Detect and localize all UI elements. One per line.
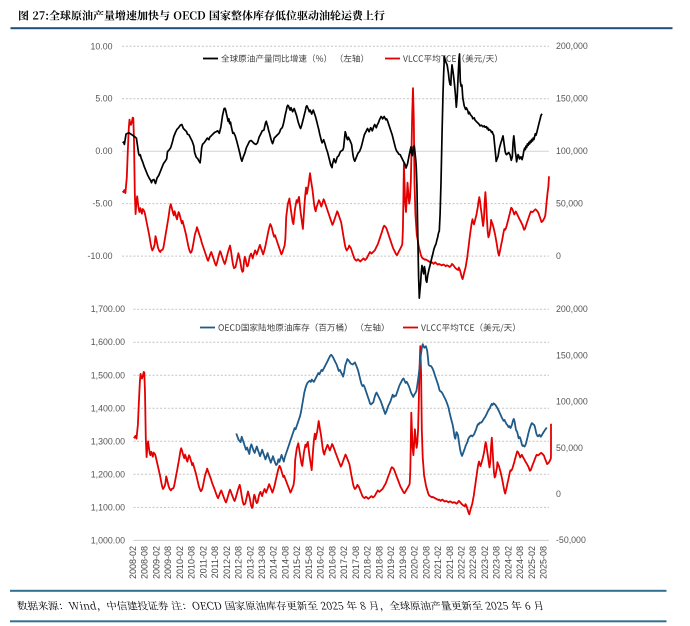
svg-text:1,700.00: 1,700.00 bbox=[91, 304, 125, 314]
svg-text:2024-02: 2024-02 bbox=[504, 546, 514, 579]
svg-text:1,100.00: 1,100.00 bbox=[91, 502, 125, 512]
svg-text:2022-02: 2022-02 bbox=[457, 546, 467, 579]
svg-text:2023-02: 2023-02 bbox=[480, 546, 490, 579]
svg-text:1,000.00: 1,000.00 bbox=[91, 535, 125, 545]
svg-text:200,000: 200,000 bbox=[556, 41, 588, 51]
svg-text:1,300.00: 1,300.00 bbox=[91, 436, 125, 446]
svg-text:2021-02: 2021-02 bbox=[433, 546, 443, 579]
svg-text:2008-02: 2008-02 bbox=[128, 546, 138, 579]
svg-text:2015-08: 2015-08 bbox=[304, 546, 314, 579]
svg-text:-10.00: -10.00 bbox=[88, 251, 113, 261]
svg-text:2019-08: 2019-08 bbox=[398, 546, 408, 579]
svg-text:50,000: 50,000 bbox=[556, 199, 583, 209]
svg-text:-50,000: -50,000 bbox=[556, 535, 586, 545]
svg-text:2018-02: 2018-02 bbox=[363, 546, 373, 579]
svg-text:2023-08: 2023-08 bbox=[492, 546, 502, 579]
svg-text:200,000: 200,000 bbox=[556, 304, 588, 314]
svg-text:50,000: 50,000 bbox=[556, 443, 583, 453]
svg-text:2015-02: 2015-02 bbox=[292, 546, 302, 579]
svg-text:2013-02: 2013-02 bbox=[245, 546, 255, 579]
svg-text:1,600.00: 1,600.00 bbox=[91, 337, 125, 347]
svg-text:150,000: 150,000 bbox=[556, 94, 588, 104]
svg-text:2011-02: 2011-02 bbox=[198, 546, 208, 578]
svg-text:2017-02: 2017-02 bbox=[339, 546, 349, 579]
svg-text:0.00: 0.00 bbox=[95, 146, 112, 156]
svg-text:0: 0 bbox=[556, 489, 561, 499]
svg-text:2009-02: 2009-02 bbox=[151, 546, 161, 579]
svg-text:2020-08: 2020-08 bbox=[421, 546, 431, 579]
svg-text:2017-08: 2017-08 bbox=[351, 546, 361, 579]
svg-text:-5.00: -5.00 bbox=[92, 199, 112, 209]
svg-text:100,000: 100,000 bbox=[556, 146, 588, 156]
svg-text:2018-08: 2018-08 bbox=[374, 546, 384, 579]
svg-text:2014-02: 2014-02 bbox=[269, 546, 279, 579]
svg-text:2008-08: 2008-08 bbox=[140, 546, 150, 579]
svg-text:2009-08: 2009-08 bbox=[163, 546, 173, 579]
svg-text:2012-02: 2012-02 bbox=[222, 546, 232, 579]
svg-text:2016-08: 2016-08 bbox=[327, 546, 337, 579]
svg-text:2020-02: 2020-02 bbox=[410, 546, 420, 579]
svg-text:2022-08: 2022-08 bbox=[468, 546, 478, 579]
svg-text:5.00: 5.00 bbox=[95, 94, 112, 104]
svg-text:2025-08: 2025-08 bbox=[539, 546, 549, 579]
svg-text:2014-08: 2014-08 bbox=[281, 546, 291, 579]
svg-text:2024-08: 2024-08 bbox=[515, 546, 525, 579]
svg-text:2011-08: 2011-08 bbox=[210, 546, 220, 578]
svg-text:2019-02: 2019-02 bbox=[386, 546, 396, 579]
svg-text:2013-08: 2013-08 bbox=[257, 546, 267, 579]
svg-text:2021-08: 2021-08 bbox=[445, 546, 455, 579]
svg-text:0: 0 bbox=[556, 251, 561, 261]
svg-text:1,200.00: 1,200.00 bbox=[91, 469, 125, 479]
svg-text:10.00: 10.00 bbox=[90, 41, 112, 51]
svg-text:100,000: 100,000 bbox=[556, 397, 588, 407]
svg-text:2025-02: 2025-02 bbox=[527, 546, 537, 579]
svg-text:150,000: 150,000 bbox=[556, 350, 588, 360]
svg-text:2010-02: 2010-02 bbox=[175, 546, 185, 579]
svg-text:1,400.00: 1,400.00 bbox=[91, 403, 125, 413]
svg-text:1,500.00: 1,500.00 bbox=[91, 370, 125, 380]
svg-text:2012-08: 2012-08 bbox=[234, 546, 244, 579]
svg-text:2016-02: 2016-02 bbox=[316, 546, 326, 579]
svg-text:2010-08: 2010-08 bbox=[187, 546, 197, 579]
